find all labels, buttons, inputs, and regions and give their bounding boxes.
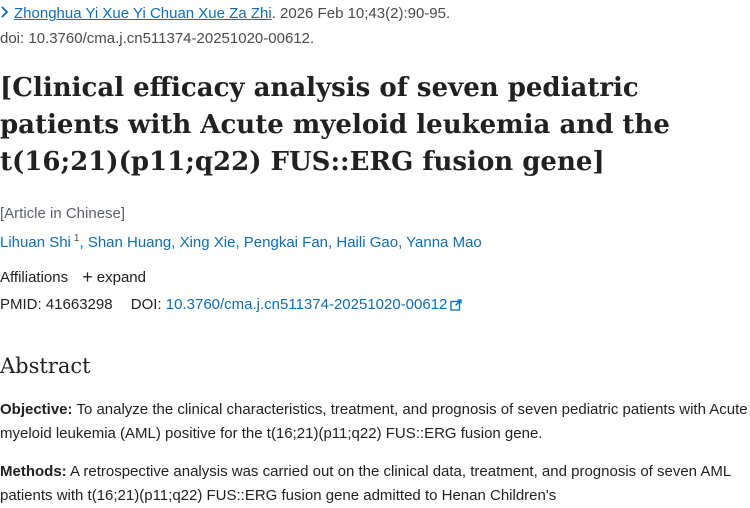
author-link[interactable]: Yanna Mao: [406, 234, 482, 251]
plus-icon: +: [82, 267, 93, 287]
author-link[interactable]: Lihuan Shi: [0, 234, 71, 251]
affiliations-expand-button[interactable]: + expand: [82, 267, 146, 287]
article-title: [Clinical efficacy analysis of seven ped…: [0, 73, 670, 177]
citation-details: . 2026 Feb 10;43(2):90-95.: [271, 5, 451, 22]
doi-label: DOI:: [130, 296, 162, 313]
objective-text: To analyze the clinical characteristics,…: [0, 401, 748, 442]
journal-link[interactable]: Zhonghua Yi Xue Yi Chuan Xue Za Zhi: [14, 5, 272, 22]
affiliation-number[interactable]: 1: [73, 233, 80, 244]
methods-text: A retrospective analysis was carried out…: [0, 463, 731, 504]
author-link[interactable]: Pengkai Fan: [243, 234, 329, 251]
external-link-icon: [450, 298, 463, 316]
language-note: [Article in Chinese]: [0, 205, 126, 222]
affiliations-row: Affiliations + expand: [0, 268, 146, 287]
abstract-heading: Abstract: [0, 354, 91, 378]
objective-label: Objective:: [0, 401, 73, 418]
author-link[interactable]: Haili Gao: [336, 234, 399, 251]
affiliations-label: Affiliations: [0, 269, 69, 286]
chevron-right-icon: [0, 5, 14, 23]
methods-label: Methods:: [0, 463, 67, 480]
pmid-value: 41663298: [45, 296, 113, 313]
citation-doi: doi: 10.3760/cma.j.cn511374-20251020-006…: [0, 30, 315, 47]
abstract-objective: Objective: To analyze the clinical chara…: [0, 398, 748, 446]
author-link[interactable]: Xing Xie: [179, 234, 236, 251]
abstract-methods: Methods: A retrospective analysis was ca…: [0, 460, 748, 508]
doi-value[interactable]: 10.3760/cma.j.cn511374-20251020-00612: [165, 296, 448, 313]
author-link[interactable]: Shan Huang: [87, 234, 172, 251]
journal-citation: Zhonghua Yi Xue Yi Chuan Xue Za Zhi. 202…: [0, 5, 450, 23]
pmid-label: PMID:: [0, 296, 42, 313]
identifiers-row: PMID: 41663298 DOI: 10.3760/cma.j.cn5113…: [0, 296, 463, 316]
doi-link[interactable]: 10.3760/cma.j.cn511374-20251020-00612: [166, 296, 463, 313]
expand-label: expand: [96, 269, 146, 286]
authors-list: Lihuan Shi 1, Shan Huang, Xing Xie, Pengk…: [0, 233, 482, 251]
